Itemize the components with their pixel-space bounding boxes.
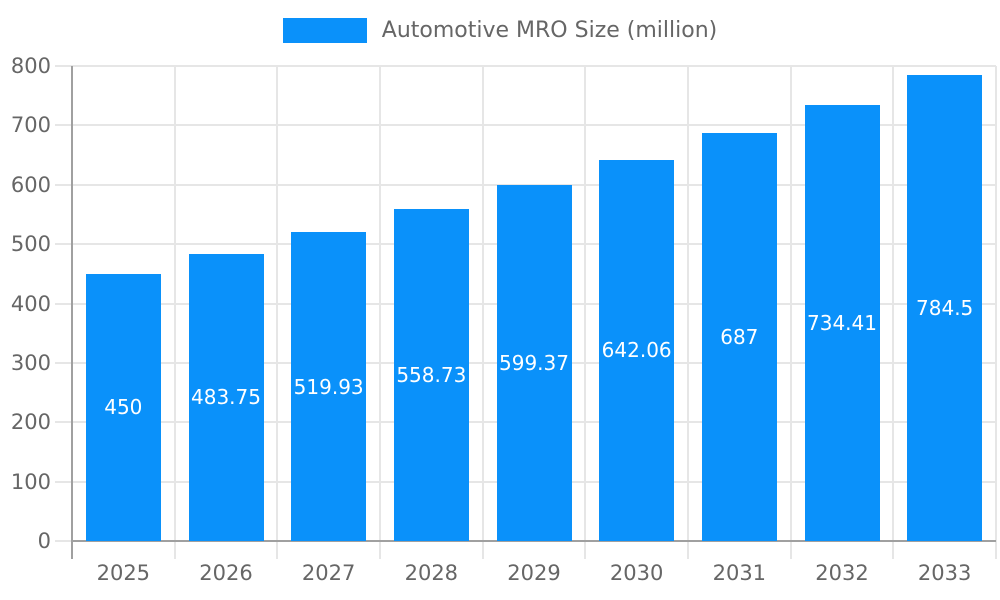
bar-2027[interactable] [291, 232, 367, 541]
y-gridline [72, 65, 996, 67]
y-tick [55, 124, 72, 127]
y-tick-label: 500 [10, 232, 51, 257]
y-tick-label: 300 [10, 350, 51, 375]
bar-2033[interactable] [907, 75, 983, 541]
legend-label: Automotive MRO Size (million) [381, 18, 718, 43]
x-gridline [789, 66, 792, 559]
y-gridline [72, 183, 996, 186]
x-gridline [584, 66, 587, 559]
y-axis-line [71, 66, 73, 559]
y-tick [55, 361, 72, 364]
x-tick-label: 2031 [712, 561, 767, 585]
bar-value-label: 558.73 [396, 363, 467, 388]
x-tick-label: 2033 [917, 561, 972, 585]
x-gridline [687, 66, 689, 559]
x-gridline [379, 66, 381, 559]
bar-value-label: 450 [104, 395, 143, 420]
y-gridline [72, 124, 996, 127]
x-tick-label: 2025 [96, 561, 151, 585]
bar-2030[interactable] [599, 159, 675, 541]
y-tick [55, 480, 72, 483]
y-tick [55, 540, 72, 542]
x-axis-line [71, 540, 996, 542]
y-tick [55, 183, 72, 186]
y-tick [55, 421, 72, 424]
y-tick-label: 600 [10, 172, 51, 197]
y-tick [55, 243, 72, 246]
y-tick-label: 200 [10, 410, 51, 435]
bar-value-label: 734.41 [807, 310, 877, 335]
x-tick-label: 2027 [301, 561, 356, 585]
x-tick-label: 2026 [199, 561, 253, 585]
x-gridline [995, 66, 997, 559]
x-tick-label: 2029 [507, 561, 561, 585]
legend: Automotive MRO Size (million) [0, 18, 1000, 43]
y-tick [55, 302, 72, 305]
x-tick-label: 2028 [404, 561, 459, 585]
bar-value-label: 687 [720, 325, 759, 350]
bar-2032[interactable] [804, 104, 880, 541]
bar-value-label: 483.75 [191, 385, 261, 410]
y-tick-label: 100 [10, 469, 51, 494]
y-tick-label: 700 [10, 113, 51, 138]
bar-value-label: 642.06 [601, 338, 672, 363]
legend-swatch[interactable] [282, 18, 367, 43]
bar-value-label: 519.93 [293, 374, 364, 399]
y-tick [55, 65, 72, 67]
bar-2028[interactable] [393, 209, 469, 541]
x-gridline [276, 66, 279, 559]
bar-value-label: 599.37 [499, 351, 569, 376]
x-tick-label: 2030 [609, 561, 664, 585]
bar-2029[interactable] [496, 185, 572, 541]
y-tick-label: 0 [37, 529, 51, 553]
y-tick-label: 400 [10, 291, 51, 316]
bar-2031[interactable] [701, 133, 777, 541]
x-gridline [173, 66, 176, 559]
bar-2025[interactable] [85, 273, 161, 541]
x-tick-label: 2032 [815, 561, 869, 585]
bar-2026[interactable] [188, 253, 264, 541]
bar-value-label: 784.5 [916, 296, 974, 321]
x-gridline [481, 66, 484, 559]
y-tick-label: 800 [10, 54, 51, 78]
x-gridline [892, 66, 895, 559]
